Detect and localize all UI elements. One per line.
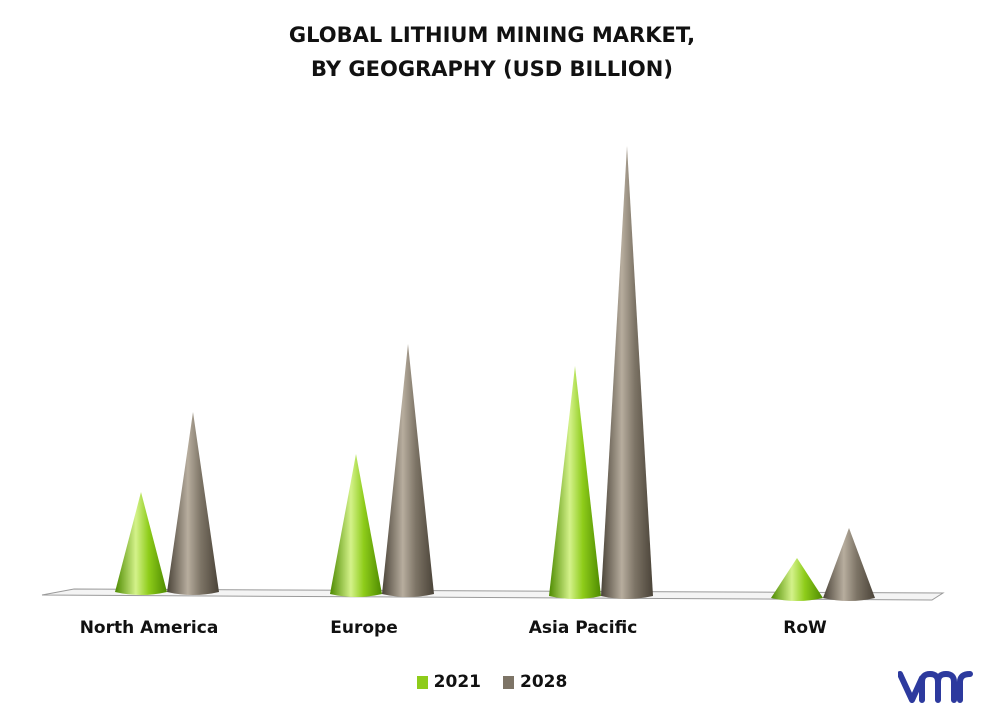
cone-2021-north-america[interactable]: [115, 492, 167, 595]
cone-2028-north-america[interactable]: [167, 412, 219, 595]
category-label-asia-pacific: Asia Pacific: [529, 618, 638, 638]
chart-floor: [41, 588, 945, 601]
cone-2028-asia-pacific[interactable]: [601, 146, 653, 599]
legend: 2021 2028: [0, 672, 984, 692]
category-label-row: RoW: [783, 618, 827, 638]
chart-title-line2: BY GEOGRAPHY (USD BILLION): [311, 57, 673, 81]
cone-2028-row[interactable]: [823, 528, 875, 601]
cone-2028-europe[interactable]: [382, 344, 434, 597]
chart-title: GLOBAL LITHIUM MINING MARKET, BY GEOGRAP…: [0, 18, 984, 86]
category-label-north-america: North America: [80, 618, 219, 638]
cone-2021-asia-pacific[interactable]: [549, 366, 601, 599]
category-labels: North America Europe Asia Pacific RoW: [80, 618, 827, 638]
cone-2021-row[interactable]: [771, 558, 823, 601]
chart-title-line1: GLOBAL LITHIUM MINING MARKET,: [288, 23, 696, 47]
legend-label-2028: 2028: [520, 672, 568, 692]
legend-label-2021: 2021: [433, 672, 481, 692]
legend-item-2028[interactable]: 2028: [503, 672, 567, 692]
category-label-europe: Europe: [330, 618, 397, 638]
legend-item-2021[interactable]: 2021: [416, 672, 481, 692]
chart-marks: [115, 146, 875, 601]
legend-swatch-2021: [416, 675, 428, 689]
legend-swatch-2028: [503, 675, 514, 689]
cone-2021-europe[interactable]: [330, 454, 382, 597]
vmr-logo: vmr: [898, 671, 973, 703]
